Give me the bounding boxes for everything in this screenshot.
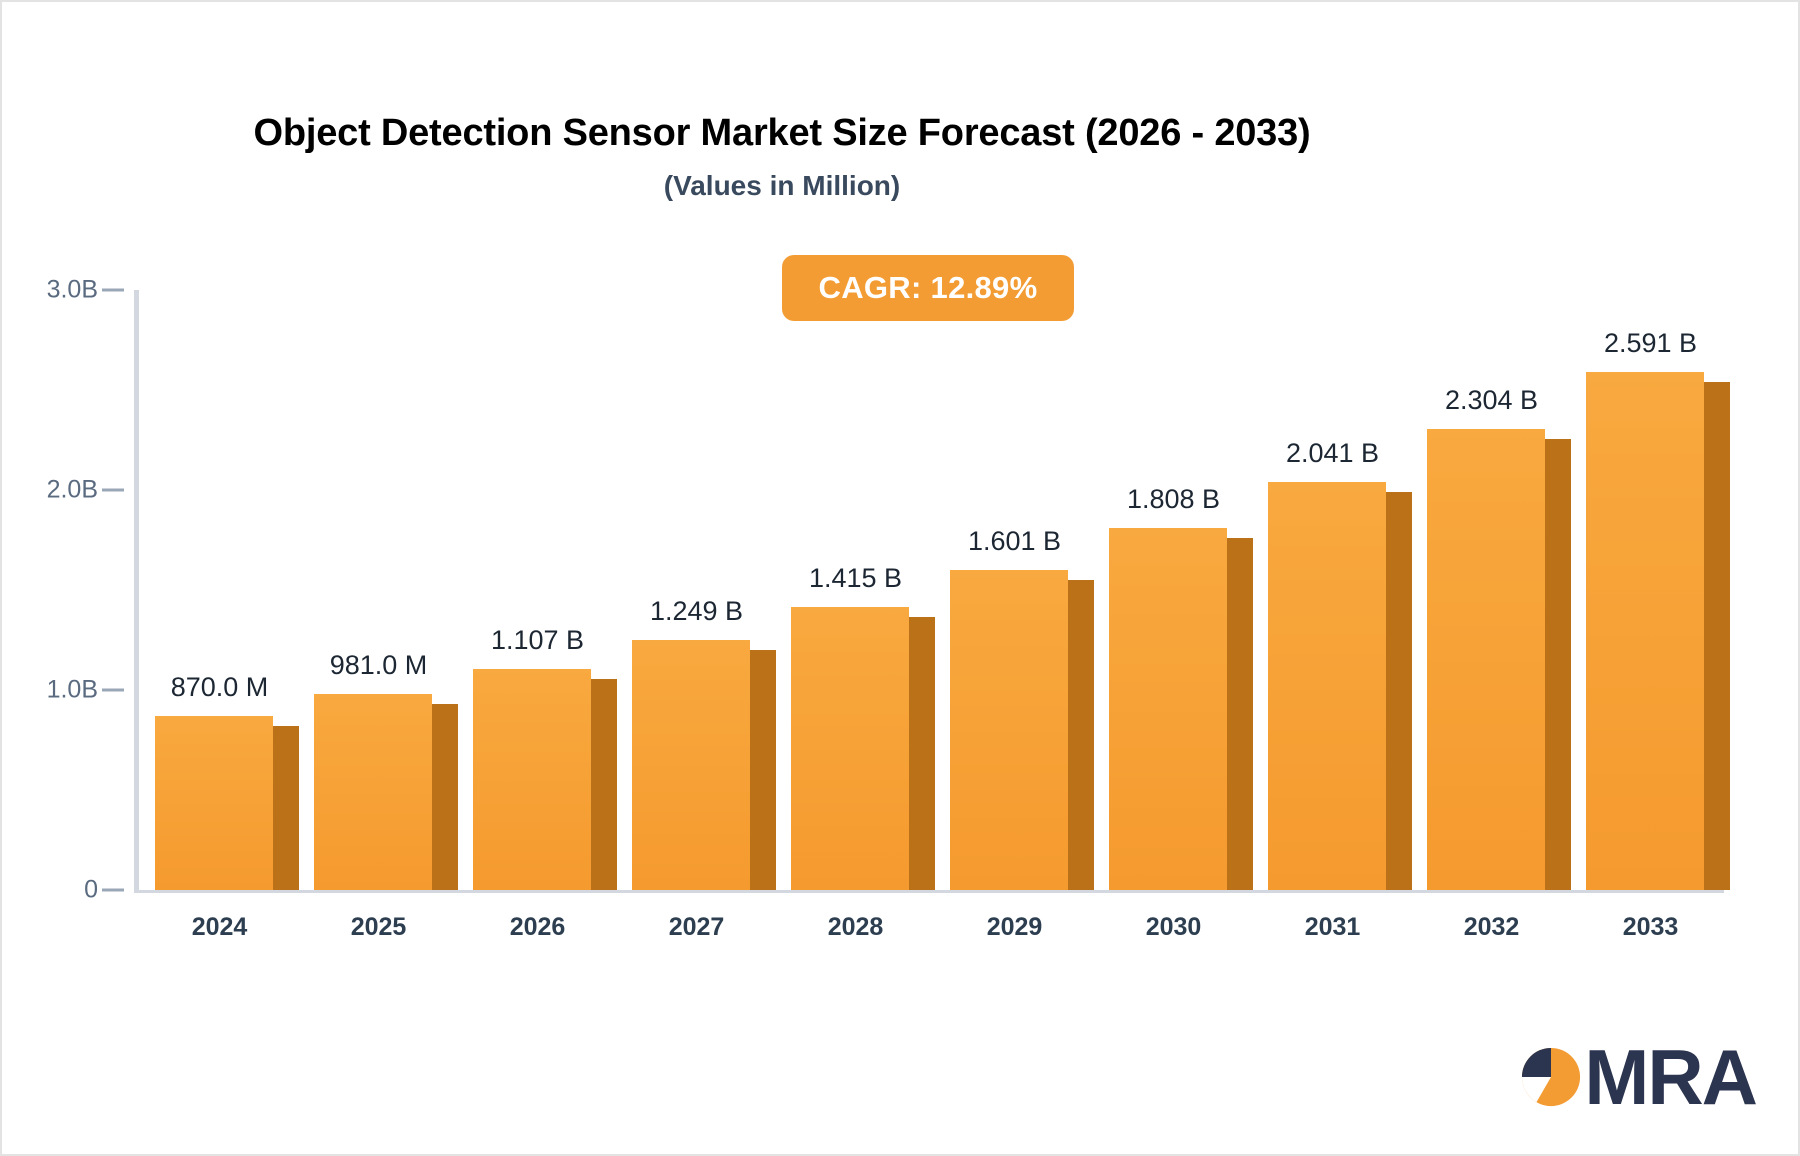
bar[interactable] — [154, 716, 299, 890]
bar-value-label: 1.249 B — [649, 596, 744, 627]
bar[interactable] — [1585, 371, 1730, 890]
bar-value-label: 981.0 M — [329, 649, 428, 680]
logo-text: MRA — [1584, 1032, 1758, 1121]
bar[interactable] — [631, 640, 776, 890]
bar-side-face — [431, 703, 458, 890]
chart-subtitle: (Values in Million) — [663, 170, 901, 201]
bar-front-face — [313, 693, 432, 890]
x-axis-line — [134, 890, 1724, 893]
brand-logo: MRA — [1520, 1032, 1758, 1121]
y-axis-tick-label: 3.0B — [46, 275, 98, 304]
cagr-badge: CAGR: 12.89% — [782, 255, 1074, 321]
bar[interactable] — [1267, 481, 1412, 890]
bar-value-label: 1.415 B — [808, 563, 903, 593]
x-axis-category-label: 2026 — [509, 913, 566, 941]
bar-value-label: 870.0 M — [170, 672, 269, 702]
bar-side-face — [1067, 579, 1094, 890]
bar-front-face — [949, 569, 1068, 890]
x-axis-category-label: 2032 — [1463, 913, 1520, 941]
bar-side-face — [1544, 439, 1571, 890]
x-axis-category-label: 2024 — [191, 913, 248, 941]
bar-value-label: 1.601 B — [967, 525, 1062, 556]
bar-value-label: 1.107 B — [490, 624, 585, 655]
bar[interactable] — [1426, 429, 1571, 890]
bar-front-face — [1267, 481, 1386, 890]
y-axis-line — [134, 290, 139, 890]
x-axis-category-label: 2028 — [827, 913, 884, 941]
y-axis-tick-label: 2.0B — [46, 475, 98, 504]
pie-circle-icon — [1522, 1047, 1581, 1106]
bar-side-face — [1226, 538, 1253, 890]
bar-side-face — [272, 726, 299, 890]
bar[interactable] — [790, 607, 935, 890]
bar-side-face — [1385, 491, 1412, 890]
y-axis-tick-mark — [102, 288, 124, 292]
x-axis-category-label: 2031 — [1304, 913, 1361, 941]
bar-side-face — [1703, 381, 1730, 890]
y-axis-tick-mark — [102, 688, 124, 692]
bar-front-face — [631, 640, 750, 890]
y-axis-tick-label: 1.0B — [46, 675, 98, 704]
x-axis-category-label: 2030 — [1145, 913, 1202, 941]
y-axis-tick-label: 0 — [84, 875, 98, 904]
bar-value-label: 2.304 B — [1444, 385, 1539, 416]
bar-front-face — [790, 607, 909, 890]
bar-value-label: 1.808 B — [1126, 484, 1221, 515]
bar-front-face — [154, 716, 273, 890]
bar[interactable] — [472, 668, 617, 890]
chart-title: Object Detection Sensor Market Size Fore… — [253, 112, 1311, 154]
bar-value-label: 2.041 B — [1285, 437, 1380, 468]
cagr-badge-label: CAGR: 12.89% — [818, 270, 1038, 305]
bar[interactable] — [949, 569, 1094, 890]
bar[interactable] — [313, 693, 458, 890]
bar-front-face — [1426, 429, 1545, 890]
bar-side-face — [908, 617, 935, 890]
bar-value-label: 2.591 B — [1603, 327, 1698, 358]
y-axis-tick-mark — [102, 488, 124, 492]
x-axis-category-label: 2027 — [668, 913, 725, 941]
x-axis-category-label: 2025 — [350, 913, 407, 941]
bar[interactable] — [1108, 528, 1253, 890]
bar-front-face — [1585, 371, 1704, 890]
y-axis-tick-mark — [102, 888, 124, 892]
bar-side-face — [749, 650, 776, 890]
bar-front-face — [472, 668, 591, 890]
bar-side-face — [590, 678, 617, 890]
bar-front-face — [1108, 528, 1227, 890]
x-axis-category-label: 2029 — [986, 913, 1043, 941]
x-axis-category-label: 2033 — [1622, 913, 1679, 941]
